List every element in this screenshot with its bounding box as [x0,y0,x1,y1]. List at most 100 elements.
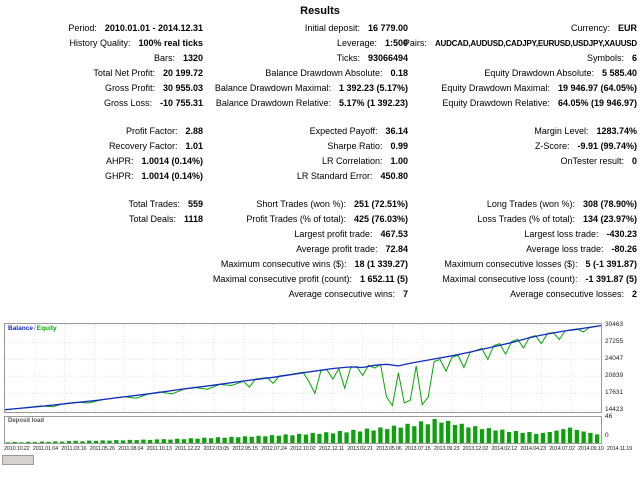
deposit-load-bar [26,441,31,443]
x-axis-label: 2011.10.13 [146,446,172,452]
stat-label: Average consecutive wins: [288,289,395,299]
deposit-load-bar [283,434,288,443]
stats-row: History Quality: 100% real ticks Leverage:… [0,37,640,52]
x-axis-label: 2014.04.23 [520,446,546,452]
deposit-load-bar [148,439,153,443]
stat-label: LR Standard Error: [296,171,373,181]
deposit-load-bar [256,435,261,443]
balance-series [5,324,601,411]
page-title: Results [300,5,340,17]
deposit-load-bar [337,431,342,443]
stat-value: -10 755.31 [159,98,203,108]
stat-value: 467.53 [380,229,408,239]
deposit-load-bar [344,432,349,443]
stat-value: 1283.74% [596,126,637,136]
deposit-load-bar [87,440,92,443]
stat-value: 1.0014 (0.14%) [141,156,203,166]
stat-label: Profit Trades (% of total): [246,214,346,224]
stat-label: Maximum consecutive losses ($): [444,259,578,269]
stat-label: Maximal consecutive profit (count): [212,274,352,284]
stats-row: Average consecutive wins: 7 Average consec… [0,288,640,303]
stat-value: 425 (76.03%) [353,214,408,224]
deposit-load-bar [12,442,17,443]
deposit-load-bar [507,432,512,443]
stat-value: 30 955.03 [162,83,203,93]
deposit-load-bar [209,438,214,443]
deposit-load-bar [93,440,99,443]
stats-row: Average profit trade: 72.84 Average loss t… [0,243,640,258]
stat-label: Maximum consecutive wins ($): [220,259,347,269]
stat-label: Pairs: [403,38,427,48]
deposit-load-bar [473,426,478,443]
y-axis-label: 14423 [605,406,624,414]
deposit-load-bar [452,425,458,443]
deposit-load-bar [439,422,444,443]
deposit-load-bar [5,442,11,443]
deposit-load-bar [317,433,322,443]
deposit-load-bar [574,430,579,443]
deposit-load-bar [175,438,180,443]
stat-label: Leverage: [336,38,377,48]
deposit-axis-label: 46 [605,413,613,420]
stat-label: History Quality: [69,38,131,48]
deposit-load-panel: Deposit load [4,416,602,444]
deposit-load-bar [195,438,200,443]
legend-balance: Balance [8,325,33,332]
deposit-load-bar [486,428,491,443]
deposit-load-bar [66,441,72,443]
stat-label: AHPR: [105,156,134,166]
deposit-load-bar [39,441,44,443]
deposit-load-bar [466,427,471,443]
deposit-load-bar [114,440,119,443]
x-axis-label: 2012.10.02 [290,446,316,452]
x-axis-label: 2012.05.15 [232,446,258,452]
stat-label: Total Trades: [128,199,180,209]
deposit-load-bar [527,432,532,443]
equity-chart: Balance/Equity 30463 27255 24047 20839 17631… [4,321,636,452]
stat-label: Maximal consecutive loss (count): [442,274,578,284]
stat-value: 36.14 [385,126,408,136]
stat-label: Long Trades (won %): [486,199,575,209]
stat-label: Largest profit trade: [294,229,373,239]
deposit-load-bar [297,433,302,443]
balance-equity-plot: Balance/Equity [4,323,602,413]
stat-label: Bars: [153,53,175,63]
stat-value: 1 392.23 (5.17%) [338,83,408,93]
stats-row: Largest profit trade: 467.53 Largest loss … [0,228,640,243]
x-axis-label: 2012.03.05 [203,446,229,452]
stats-row: Total Trades: 559 Short Trades (won %): 251… [0,198,640,213]
deposit-load-bar [19,442,24,443]
deposit-load-bar [459,423,464,443]
deposit-load-bar [202,437,207,443]
stat-label: Balance Drawdown Absolute: [265,68,383,78]
deposit-load-bar [215,437,221,443]
x-axis-label: 2013.05.06 [376,446,402,452]
deposit-load-bar [378,427,383,443]
stat-value: 0 [631,156,637,166]
deposit-load-bar [398,427,403,443]
stat-value: -80.26 [611,244,637,254]
stats-row: Total Deals: 1118 Profit Trades (% of tota… [0,213,640,228]
stat-value: 0.18 [390,68,408,78]
deposit-load-bar [222,437,227,443]
deposit-axis-label: 0 [605,432,609,439]
stat-value: 5.17% (1 392.23) [338,98,408,108]
stat-value: 20 199.72 [162,68,203,78]
row-spacer [0,112,640,125]
stat-label: Z-Score: [534,141,570,151]
deposit-load-bar [100,440,105,443]
deposit-load-bar [547,432,552,443]
stats-row: AHPR: 1.0014 (0.14%) LR Correlation: 1.00 On… [0,155,640,170]
stat-value: -1 391.87 (5) [585,274,637,284]
x-axis-label: 2014.02.12 [491,446,518,452]
x-axis-label: 2013.12.02 [462,446,489,452]
deposit-load-bar [385,429,390,443]
legend-equity: Equity [36,325,57,332]
deposit-load-bar [161,439,166,443]
deposit-load-bar [263,436,268,443]
deposit-load-bar [567,427,573,443]
horizontal-scrollbar[interactable] [2,455,34,465]
deposit-load-bar [80,441,85,443]
deposit-load-bar [364,428,370,443]
stats-row: Total Net Profit: 20 199.72 Balance Drawdo… [0,67,640,82]
